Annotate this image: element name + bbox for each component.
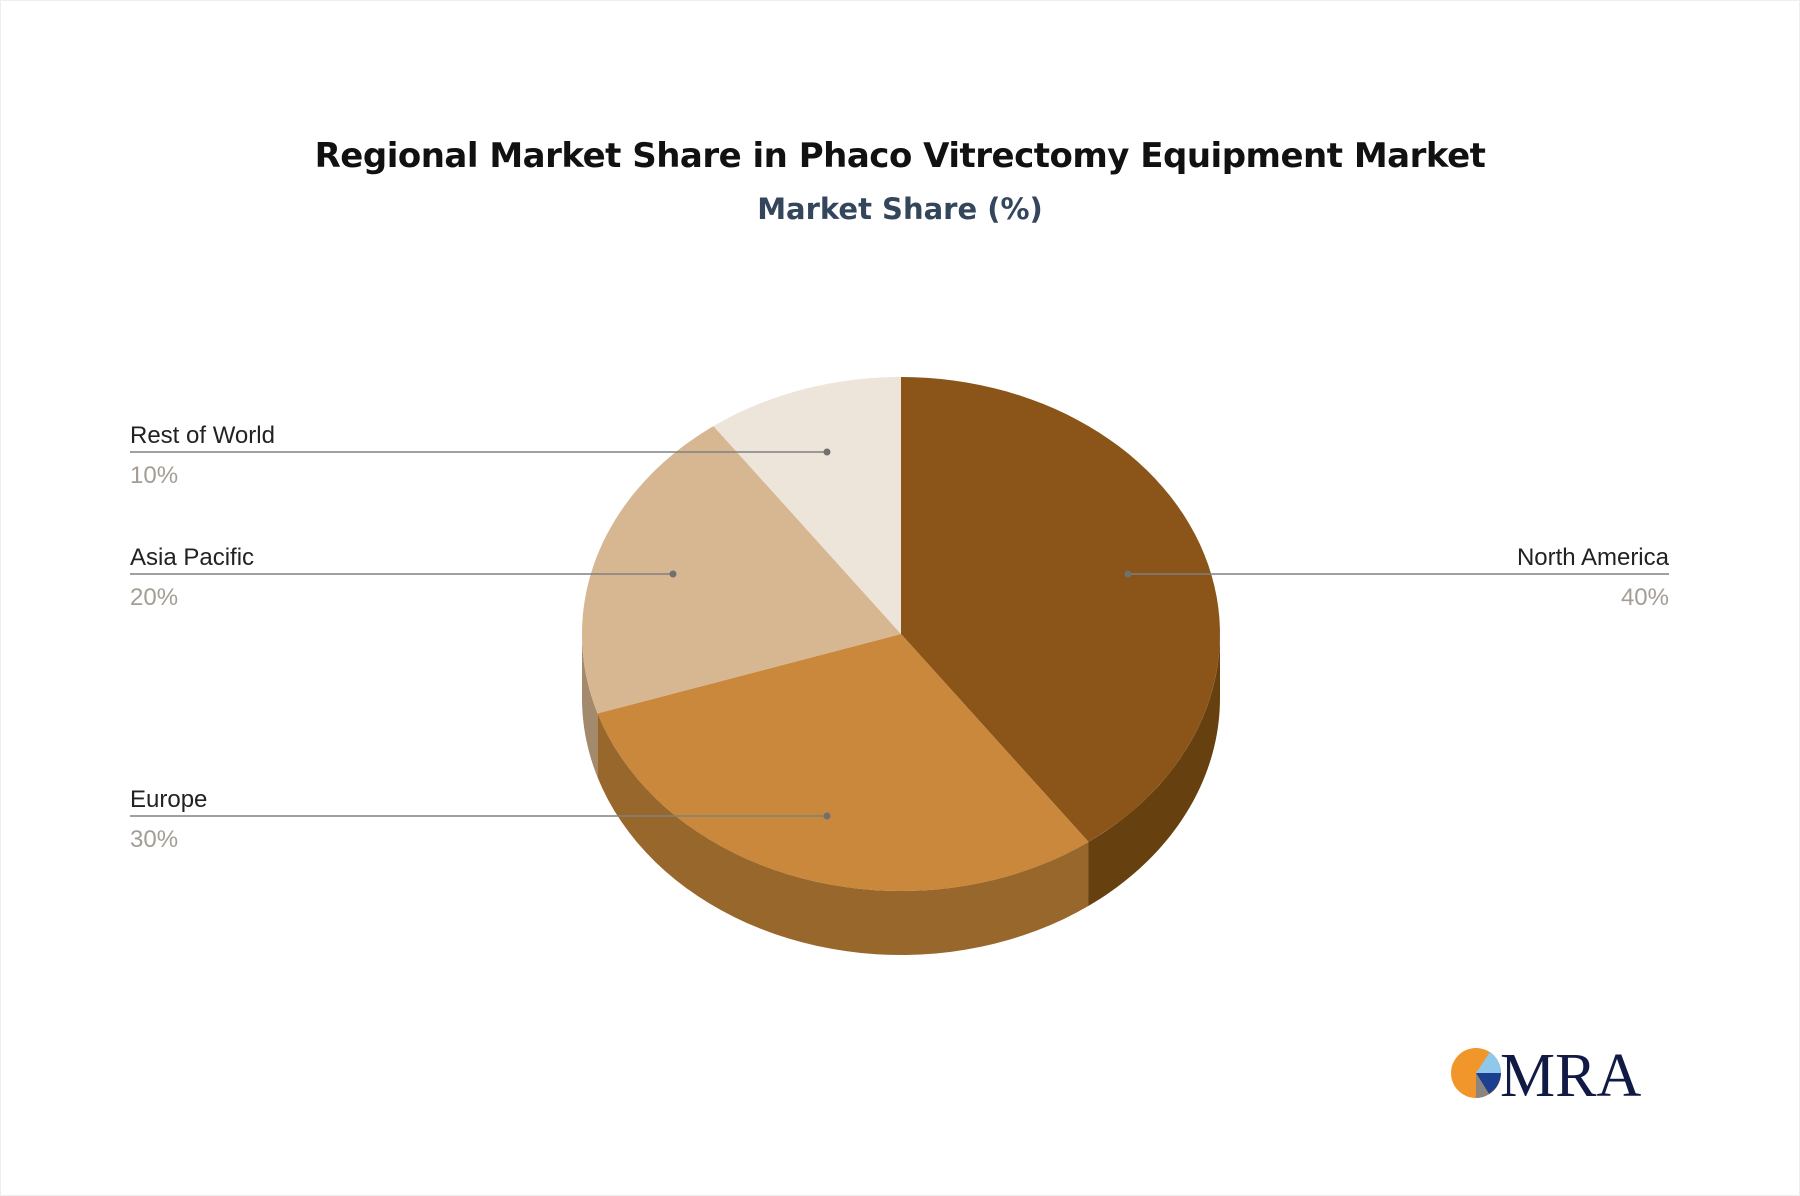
pie-slice-europe[interactable] <box>597 634 1089 891</box>
value-label-rest-of-world: 10% <box>130 462 178 489</box>
label-asia-pacific: Asia Pacific <box>130 544 254 571</box>
chart-title: Regional Market Share in Phaco Vitrectom… <box>314 136 1486 176</box>
logo-text: MRA <box>1500 1042 1641 1110</box>
pie-slice-asia-pacific[interactable] <box>582 426 901 714</box>
pie-slice-rest-of-world[interactable] <box>713 377 901 634</box>
chart-subtitle: Market Share (%) <box>757 192 1043 226</box>
label-europe: Europe <box>130 786 207 813</box>
pie-side-europe <box>597 713 1089 955</box>
pie-slice-north-america[interactable] <box>901 377 1220 842</box>
leader-dot-north-america <box>1124 570 1132 578</box>
leader-dot-asia-pacific <box>669 570 677 578</box>
value-label-europe: 30% <box>130 826 178 853</box>
label-rest-of-world: Rest of World <box>130 422 275 449</box>
pie-side-asia-pacific <box>582 634 598 778</box>
leader-dot-europe <box>823 812 831 820</box>
pie-side-north-america <box>1088 634 1220 906</box>
value-label-asia-pacific: 20% <box>130 584 178 611</box>
leader-dot-rest-of-world <box>823 448 831 456</box>
mra-logo: MRA <box>1451 1042 1641 1110</box>
value-label-north-america: 40% <box>1621 584 1669 611</box>
label-north-america: North America <box>1517 544 1670 571</box>
